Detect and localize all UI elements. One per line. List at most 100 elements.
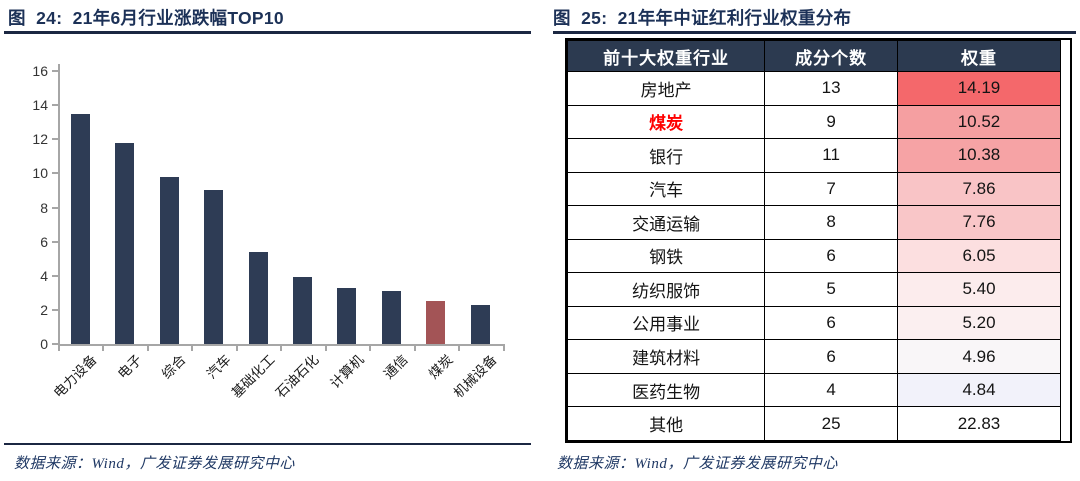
weight-cell: 10.38 <box>896 138 1062 173</box>
y-axis <box>58 64 60 346</box>
table-row: 煤炭 9 10.52 <box>566 104 1062 140</box>
count-cell: 6 <box>764 305 898 341</box>
figure-24-bottom-rule <box>4 443 531 445</box>
weight-cell: 22.83 <box>896 406 1062 441</box>
y-axis-tick <box>52 308 58 311</box>
count-cell: 6 <box>764 339 898 374</box>
chart-bar <box>292 277 312 344</box>
figure-25-title: 图 25: 21年年中证红利行业权重分布 <box>553 8 852 28</box>
y-axis-tick <box>52 274 58 277</box>
weight-cell: 5.20 <box>896 305 1062 341</box>
count-cell: 7 <box>764 171 898 207</box>
count-cell: 25 <box>764 406 898 441</box>
weight-cell: 7.86 <box>896 171 1062 207</box>
x-axis-tick <box>369 344 372 351</box>
chart-bar <box>70 113 90 344</box>
bar-chart: 0 2 4 6 8 10 12 14 16 电力设备 电子 综合 汽车 基础化工 石油石化 计算机 通信 煤炭 机械… <box>0 0 540 450</box>
industry-cell: 纺织服饰 <box>566 272 766 307</box>
industry-cell: 交通运输 <box>566 205 766 240</box>
count-cell: 8 <box>764 205 898 240</box>
figure-24-title-rule <box>4 31 531 34</box>
industry-cell: 汽车 <box>566 171 766 207</box>
chart-bar <box>381 291 401 344</box>
table-row: 交通运输 8 7.76 <box>566 205 1062 240</box>
table-row: 汽车 7 7.86 <box>566 171 1062 207</box>
x-axis-tick <box>324 344 327 351</box>
table-row: 建筑材料 6 4.96 <box>566 339 1062 374</box>
industry-cell: 钢铁 <box>566 238 766 274</box>
y-axis-label: 12 <box>32 131 48 148</box>
figure-24-title: 图 24: 21年6月行业涨跌幅TOP10 <box>8 8 284 28</box>
figure-24: 图 24: 21年6月行业涨跌幅TOP10 0 2 4 6 8 10 12 14 16 电力设备电… <box>0 0 540 472</box>
x-axis-tick <box>458 344 461 351</box>
figure-25-source-note: 数据来源：Wind，广发证券发展研究中心 <box>557 456 838 472</box>
x-axis-tick <box>102 344 105 351</box>
chart-bar <box>470 304 490 344</box>
weight-cell: 10.52 <box>896 104 1062 140</box>
x-axis-tick <box>502 344 505 351</box>
y-axis-tick <box>52 240 58 243</box>
chart-bar <box>248 251 268 344</box>
table-row: 医药生物 4 4.84 <box>566 372 1062 408</box>
count-cell: 13 <box>764 71 898 106</box>
x-axis-tick <box>413 344 416 351</box>
y-axis-label: 2 <box>40 301 48 318</box>
chart-bar <box>337 287 357 344</box>
weight-cell: 6.05 <box>896 238 1062 274</box>
industry-cell: 银行 <box>566 138 766 173</box>
count-cell: 4 <box>764 372 898 408</box>
industry-cell: 房地产 <box>566 71 766 106</box>
chart-bar <box>115 142 135 344</box>
industry-cell: 其他 <box>566 406 766 441</box>
y-axis-label: 6 <box>40 233 48 250</box>
chart-bar <box>426 301 446 344</box>
table-header-row: 前十大权重行业 成分个数 权重 <box>566 40 1062 72</box>
y-axis-tick <box>52 206 58 209</box>
x-axis-tick <box>58 344 60 351</box>
chart-bar <box>204 190 224 344</box>
table-row: 公用事业 6 5.20 <box>566 305 1062 341</box>
count-cell: 11 <box>764 138 898 173</box>
weight-cell: 5.40 <box>896 272 1062 307</box>
y-axis-label: 16 <box>32 63 48 79</box>
y-axis-label: 14 <box>32 97 48 114</box>
y-axis-tick <box>52 70 58 72</box>
industry-cell: 医药生物 <box>566 372 766 408</box>
header-cell-count: 成分个数 <box>764 40 898 72</box>
table-row: 纺织服饰 5 5.40 <box>566 272 1062 307</box>
y-axis-tick <box>52 104 58 107</box>
figure-25: 图 25: 21年年中证红利行业权重分布 前十大权重行业 成分个数 权重 房地产… <box>540 0 1080 481</box>
weights-table: 前十大权重行业 成分个数 权重 房地产 13 14.19 煤炭 9 10.52 … <box>566 40 1062 441</box>
y-axis-tick <box>52 138 58 141</box>
y-axis-label: 4 <box>40 267 48 284</box>
table-row: 钢铁 6 6.05 <box>566 238 1062 274</box>
table-row: 房地产 13 14.19 <box>566 71 1062 106</box>
x-axis-tick <box>235 344 238 351</box>
weights-table-body: 房地产 13 14.19 煤炭 9 10.52 银行 11 10.38 汽车 7… <box>566 71 1062 441</box>
weight-cell: 14.19 <box>896 71 1062 106</box>
weights-table-frame: 前十大权重行业 成分个数 权重 房地产 13 14.19 煤炭 9 10.52 … <box>565 38 1072 443</box>
count-cell: 6 <box>764 238 898 274</box>
industry-cell: 建筑材料 <box>566 339 766 374</box>
industry-cell: 煤炭 <box>566 104 766 140</box>
table-row: 其他 25 22.83 <box>566 406 1062 441</box>
figure-25-title-rule <box>553 31 1076 34</box>
count-cell: 5 <box>764 272 898 307</box>
weight-cell: 4.84 <box>896 372 1062 408</box>
weight-cell: 4.96 <box>896 339 1062 374</box>
weight-cell: 7.76 <box>896 205 1062 240</box>
x-axis-tick <box>280 344 283 351</box>
y-axis-label: 8 <box>40 199 48 216</box>
table-row: 银行 11 10.38 <box>566 138 1062 173</box>
x-axis-tick <box>191 344 194 351</box>
header-cell-industry: 前十大权重行业 <box>566 40 766 72</box>
x-axis-tick <box>146 344 149 351</box>
count-cell: 9 <box>764 104 898 140</box>
y-axis-label: 0 <box>40 336 48 352</box>
figure-24-source-note: 数据来源：Wind，广发证券发展研究中心 <box>14 456 295 472</box>
y-axis-tick <box>52 343 58 345</box>
y-axis-tick <box>52 172 58 175</box>
chart-bar <box>159 176 179 344</box>
y-axis-label: 10 <box>32 165 48 182</box>
